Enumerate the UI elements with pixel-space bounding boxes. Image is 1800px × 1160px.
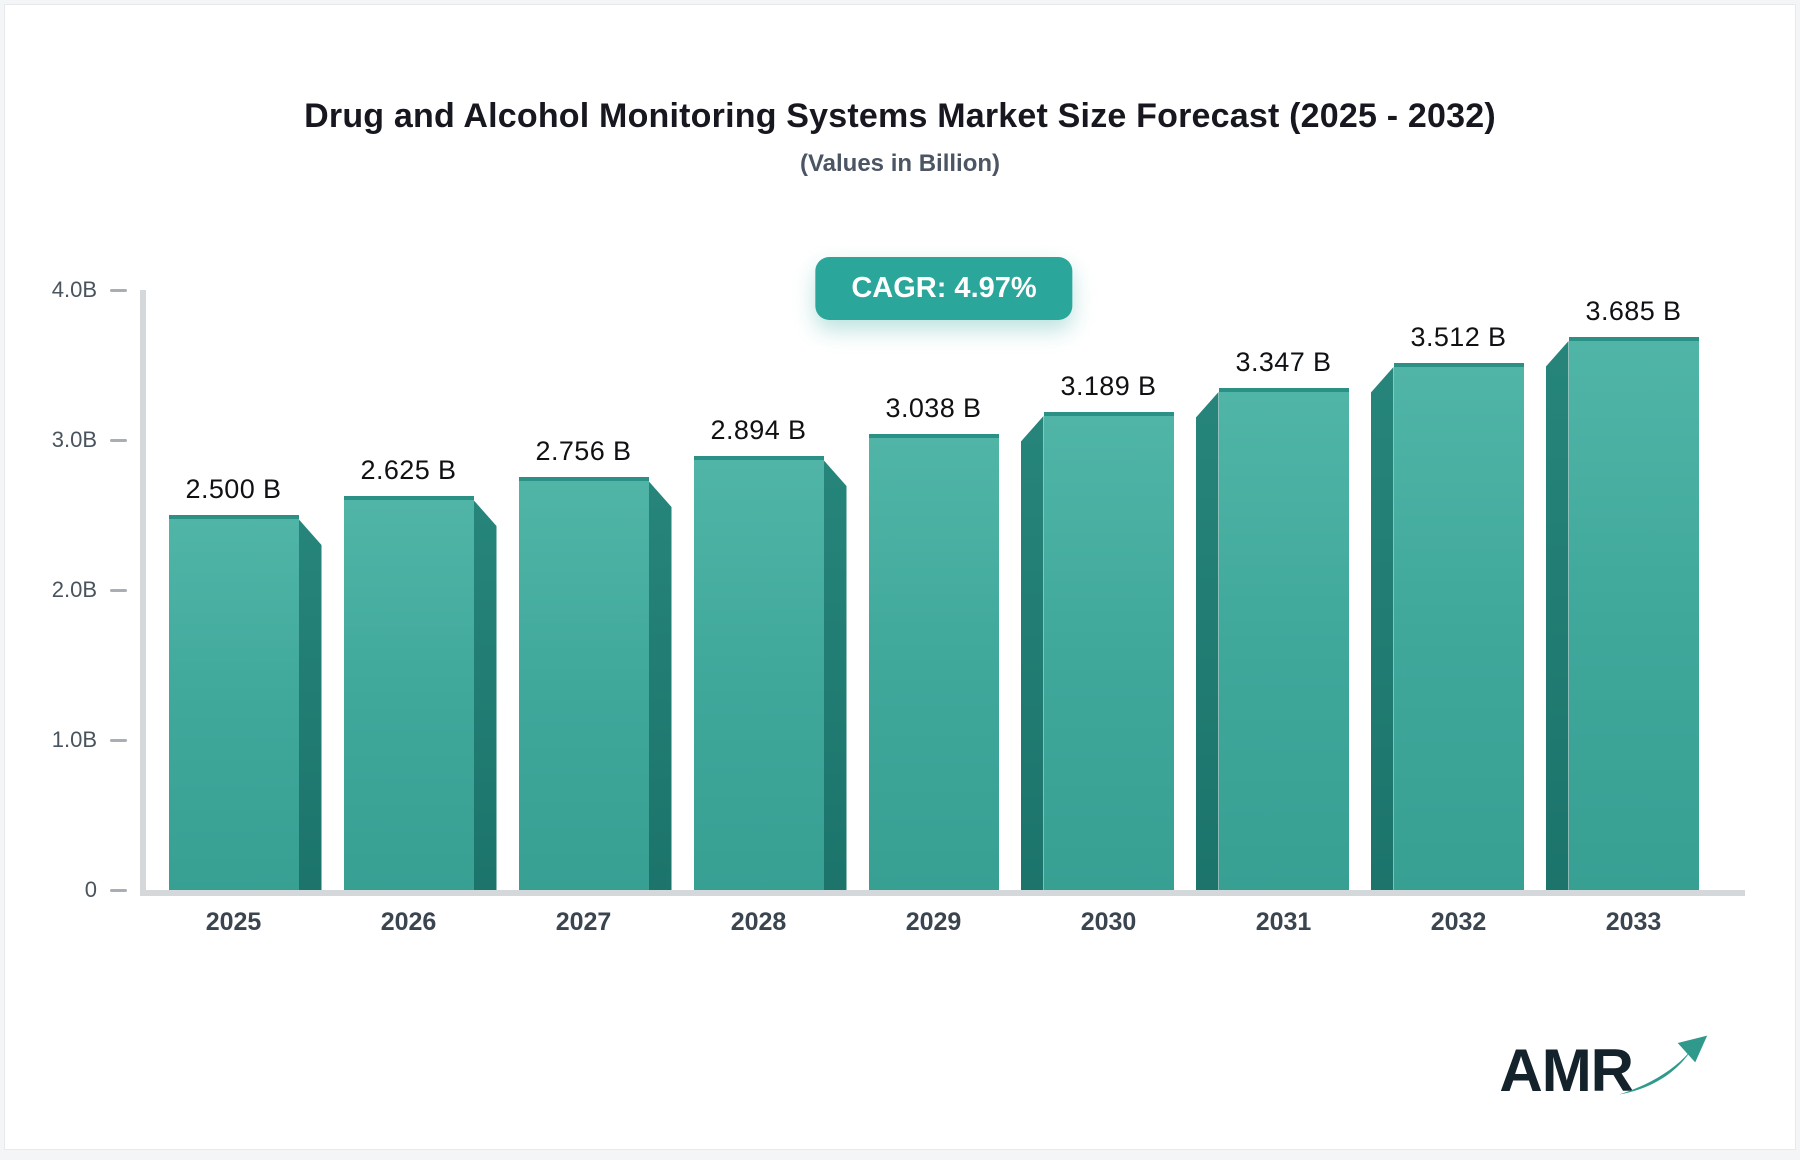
y-tick: 2.0B <box>52 577 140 603</box>
y-tick: 4.0B <box>52 277 140 303</box>
y-tick-label: 3.0B <box>51 427 97 452</box>
bar-group: 3.347 B <box>1195 290 1371 890</box>
bar <box>868 434 999 890</box>
bar-value-label: 2.756 B <box>535 436 632 466</box>
bar-side-face <box>298 519 322 890</box>
y-tick-mark <box>110 288 127 292</box>
bars-container: 2.500 B 2.625 B 2.756 B 2.894 B 3.038 B 3.189… <box>146 290 1745 890</box>
bar-group: 2.625 B <box>321 290 497 890</box>
y-tick-label: 0 <box>84 877 97 902</box>
plot-region: 2.500 B 2.625 B 2.756 B 2.894 B 3.038 B 3.189… <box>140 290 1745 896</box>
bar <box>693 456 847 890</box>
bar-group: 3.685 B <box>1545 290 1721 890</box>
logo-text: AMR <box>1499 1037 1634 1104</box>
y-tick-mark <box>110 738 127 742</box>
bar-side-face <box>1195 392 1219 890</box>
x-axis-label: 2026 <box>380 908 437 936</box>
bar-value-label: 3.189 B <box>1060 371 1157 401</box>
bar <box>1195 388 1349 890</box>
x-axis-label: 2033 <box>1605 908 1662 936</box>
growth-arrow-icon <box>1618 1035 1708 1095</box>
bar-value-label: 2.894 B <box>710 415 807 445</box>
y-tick: 3.0B <box>52 427 140 453</box>
bar-group: 2.894 B <box>671 290 847 890</box>
bar <box>168 515 322 890</box>
amr-logo: AMR <box>1499 1035 1709 1104</box>
bar-group: 2.756 B <box>496 290 672 890</box>
bar-value-label: 3.347 B <box>1235 347 1332 377</box>
x-axis-labels: 2025 2026 2027 2028 2029 2030 2031 2032 2033 <box>146 908 1745 937</box>
bar <box>1370 363 1524 890</box>
x-axis-label: 2028 <box>730 908 787 936</box>
x-axis-label: 2030 <box>1080 908 1137 936</box>
y-tick: 1.0B <box>52 727 140 753</box>
bar-side-face <box>823 460 847 890</box>
y-axis: 4.0B 3.0B 2.0B 1.0B 0 <box>5 277 140 902</box>
y-tick: 0 <box>85 877 140 903</box>
bar-side-face <box>1020 416 1044 890</box>
bar-value-label: 3.512 B <box>1410 322 1507 352</box>
bar-side-face <box>1370 367 1394 890</box>
chart-card: Drug and Alcohol Monitoring Systems Mark… <box>4 4 1796 1150</box>
x-axis-label: 2027 <box>555 908 612 936</box>
y-tick-mark <box>110 438 127 442</box>
bar-side-face <box>473 500 497 890</box>
y-tick-label: 1.0B <box>51 727 97 752</box>
bar-value-label: 2.500 B <box>185 474 282 504</box>
bar-value-label: 3.685 B <box>1585 296 1682 326</box>
chart-area: CAGR: 4.97% 4.0B 3.0B 2.0B 1.0B 0 2.500 B 2.6… <box>5 257 1745 937</box>
bar-value-label: 2.625 B <box>360 455 457 485</box>
x-axis-label: 2031 <box>1255 908 1312 936</box>
bar-group: 2.500 B <box>146 290 322 890</box>
y-tick-mark <box>110 888 127 892</box>
bar-group: 3.512 B <box>1370 290 1546 890</box>
bar-group: 3.038 B <box>846 290 1021 890</box>
chart-title: Drug and Alcohol Monitoring Systems Mark… <box>304 97 1496 135</box>
x-axis-label: 2025 <box>205 908 262 936</box>
bar-side-face <box>648 481 672 890</box>
bar-side-face <box>1545 341 1569 890</box>
bar <box>518 477 672 890</box>
x-axis-label: 2029 <box>905 908 962 936</box>
y-tick-mark <box>110 588 127 592</box>
chart-subtitle: (Values in Billion) <box>799 150 1001 177</box>
y-tick-label: 2.0B <box>51 577 97 602</box>
bar-value-label: 3.038 B <box>885 393 982 423</box>
bar-group: 3.189 B <box>1020 290 1196 890</box>
y-tick-label: 4.0B <box>51 277 97 302</box>
bar <box>343 496 497 890</box>
bar <box>1020 412 1174 890</box>
bar <box>1545 337 1699 890</box>
cagr-badge: CAGR: 4.97% <box>815 257 1073 320</box>
x-axis-label: 2032 <box>1430 908 1487 936</box>
